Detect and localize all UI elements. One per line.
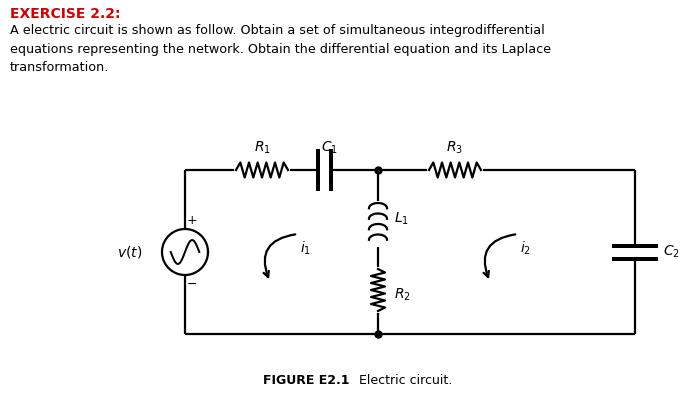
Text: A electric circuit is shown as follow. Obtain a set of simultaneous integrodiffe: A electric circuit is shown as follow. O…	[10, 24, 551, 74]
Text: $R_1$: $R_1$	[253, 140, 270, 156]
Text: $L_1$: $L_1$	[394, 211, 409, 227]
Text: $R_2$: $R_2$	[394, 287, 411, 303]
Text: $i_1$: $i_1$	[300, 239, 311, 257]
Text: $C_2$: $C_2$	[663, 244, 680, 260]
Text: $C_1$: $C_1$	[321, 140, 337, 156]
Text: $i_2$: $i_2$	[520, 239, 531, 257]
Text: FIGURE E2.1: FIGURE E2.1	[263, 374, 350, 386]
Text: +: +	[187, 214, 197, 227]
Text: $v(t)$: $v(t)$	[118, 244, 143, 260]
Text: $-$: $-$	[186, 277, 197, 290]
Text: Electric circuit.: Electric circuit.	[355, 374, 452, 386]
Text: EXERCISE 2.2:: EXERCISE 2.2:	[10, 7, 120, 21]
Text: $R_3$: $R_3$	[447, 140, 463, 156]
